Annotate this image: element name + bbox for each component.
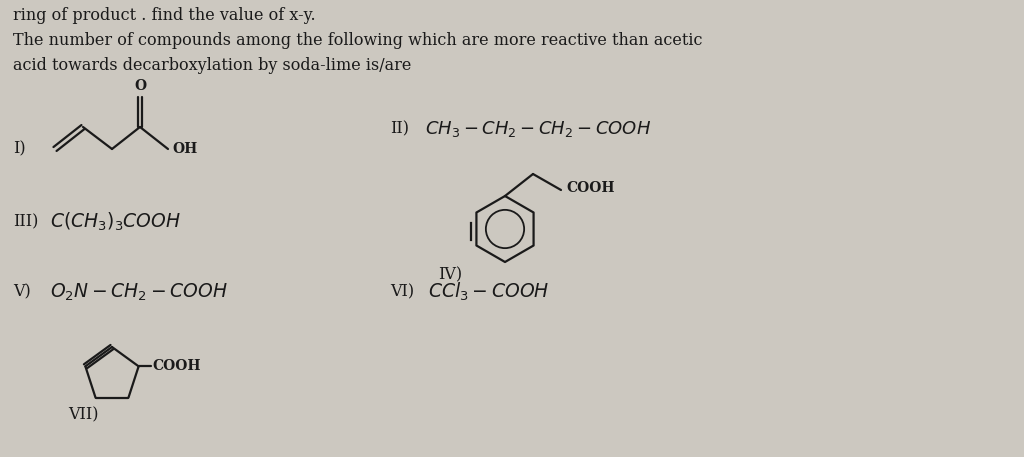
Text: OH: OH bbox=[172, 142, 198, 156]
Text: II): II) bbox=[390, 121, 409, 138]
Text: $\mathit{CH_3-CH_2-CH_2-COOH}$: $\mathit{CH_3-CH_2-CH_2-COOH}$ bbox=[425, 119, 651, 139]
Text: V): V) bbox=[13, 283, 31, 301]
Text: IV): IV) bbox=[438, 266, 462, 283]
Text: ring of product . find the value of x-y.: ring of product . find the value of x-y. bbox=[13, 7, 315, 24]
Text: $\mathit{C(CH_3)_3COOH}$: $\mathit{C(CH_3)_3COOH}$ bbox=[50, 211, 181, 233]
Text: VI): VI) bbox=[390, 283, 414, 301]
Text: acid towards decarboxylation by soda-lime is/are: acid towards decarboxylation by soda-lim… bbox=[13, 57, 412, 74]
Text: O: O bbox=[134, 79, 146, 93]
Text: COOH: COOH bbox=[153, 359, 201, 373]
Text: III): III) bbox=[13, 213, 38, 230]
Text: COOH: COOH bbox=[566, 181, 614, 195]
Text: I): I) bbox=[13, 140, 26, 158]
Text: The number of compounds among the following which are more reactive than acetic: The number of compounds among the follow… bbox=[13, 32, 702, 49]
Text: $\mathit{O_2N-CH_2-COOH}$: $\mathit{O_2N-CH_2-COOH}$ bbox=[50, 282, 228, 303]
Text: VII): VII) bbox=[68, 406, 98, 424]
Text: $\mathit{CCl_3-COOH}$: $\mathit{CCl_3-COOH}$ bbox=[428, 281, 550, 303]
